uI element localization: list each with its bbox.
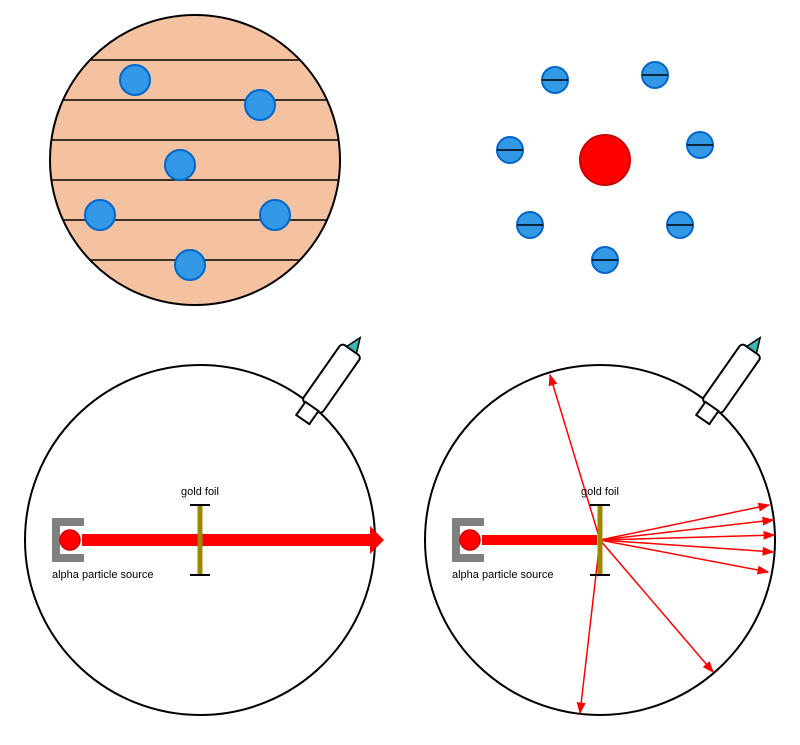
gold-foil-label: gold foil bbox=[581, 486, 619, 498]
gold-foil-label: gold foil bbox=[181, 486, 219, 498]
electron bbox=[245, 90, 275, 120]
beam-arrowhead bbox=[370, 526, 384, 554]
alpha-source-label: alpha particle source bbox=[52, 569, 154, 581]
electron bbox=[260, 200, 290, 230]
nucleus bbox=[580, 135, 630, 185]
experiment-left: gold foil alpha particle source bbox=[25, 331, 384, 715]
diagram-svg: gold foil alpha particle source gold foil a… bbox=[0, 0, 800, 745]
experiment-right: gold foil alpha particle source bbox=[425, 331, 775, 715]
diagram-canvas: gold foil alpha particle source gold foil a… bbox=[0, 0, 800, 745]
microscope-icon bbox=[693, 331, 770, 427]
alpha-source bbox=[460, 530, 480, 550]
electron bbox=[120, 65, 150, 95]
electron bbox=[165, 150, 195, 180]
microscope-icon bbox=[293, 331, 370, 427]
alpha-source bbox=[60, 530, 80, 550]
alpha-source-label: alpha particle source bbox=[452, 569, 554, 581]
electron bbox=[175, 250, 205, 280]
electron bbox=[85, 200, 115, 230]
